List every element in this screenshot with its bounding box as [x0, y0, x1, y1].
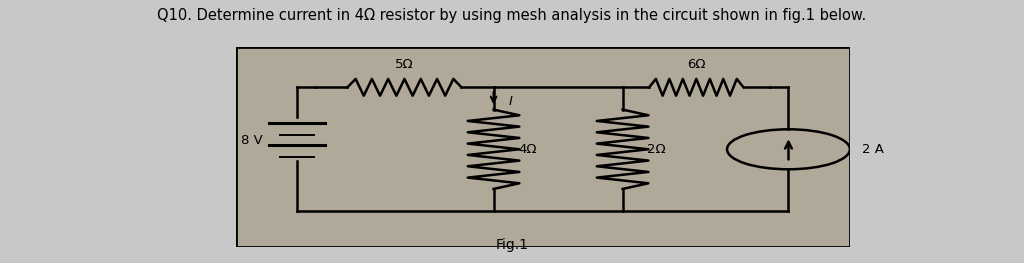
Text: 5Ω: 5Ω	[395, 58, 414, 71]
Text: 2Ω: 2Ω	[647, 143, 666, 156]
Text: 2 A: 2 A	[862, 143, 884, 156]
Text: 4Ω: 4Ω	[518, 143, 537, 156]
Text: Fig.1: Fig.1	[496, 239, 528, 252]
Text: I: I	[509, 95, 513, 108]
Text: Q10. Determine current in 4Ω resistor by using mesh analysis in the circuit show: Q10. Determine current in 4Ω resistor by…	[158, 8, 866, 23]
Text: 6Ω: 6Ω	[687, 58, 706, 71]
Text: 8 V: 8 V	[242, 134, 263, 147]
